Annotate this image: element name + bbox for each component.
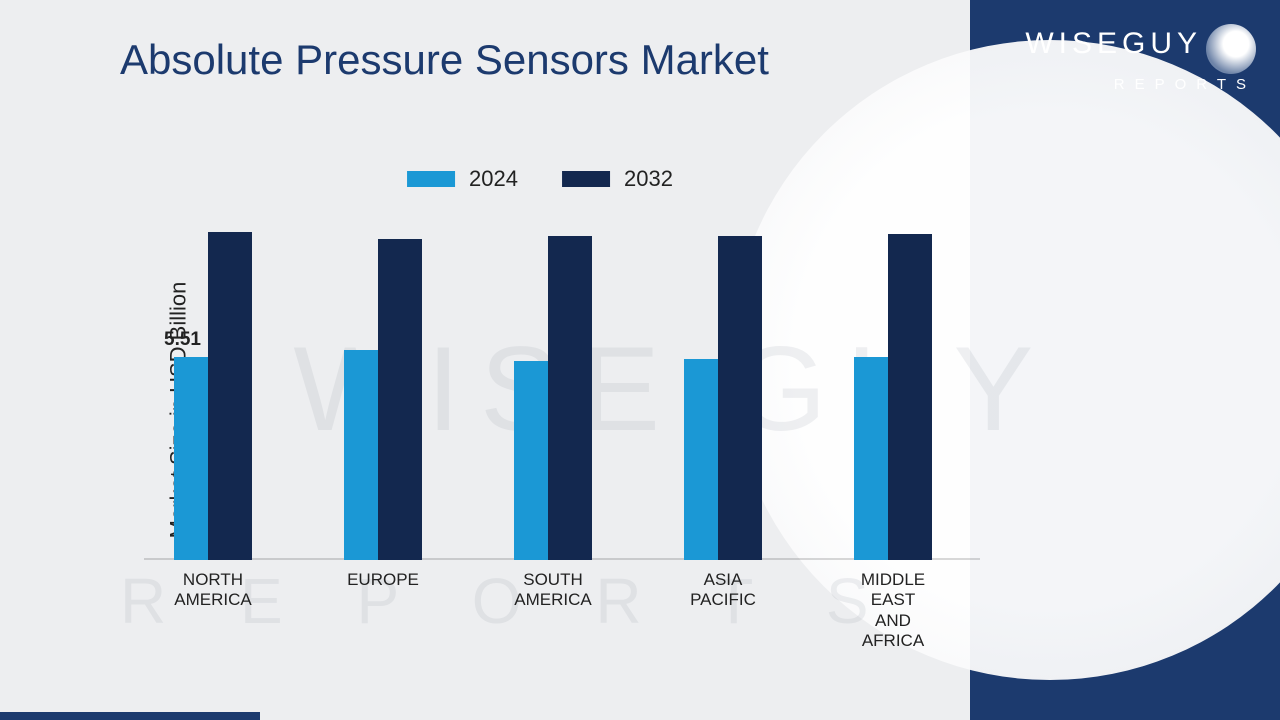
- legend: 2024 2032: [407, 166, 673, 192]
- bar-2032: [888, 234, 932, 560]
- bar-2032: [548, 236, 592, 560]
- brand-logo: WISEGUY REPORTS: [1025, 24, 1256, 93]
- legend-label-2032: 2032: [624, 166, 673, 192]
- chart-title: Absolute Pressure Sensors Market: [120, 36, 769, 84]
- page: WISEGUY REPORTS WISE GUY R E P O R T S A…: [0, 0, 1280, 720]
- brand-line1: WISEGUY: [1025, 27, 1202, 60]
- category-label: SOUTH AMERICA: [488, 570, 618, 611]
- bar-2032: [208, 232, 252, 560]
- bottom-accent-bar: [0, 712, 260, 720]
- legend-item-2024: 2024: [407, 166, 518, 192]
- chart-area: Market Size in USD Billion 2024 2032 NOR…: [100, 160, 980, 660]
- brand-head-icon: [1206, 24, 1256, 74]
- category-label: EUROPE: [318, 570, 448, 590]
- bar-2032: [718, 236, 762, 560]
- legend-swatch-2032: [562, 171, 610, 187]
- bar-2032: [378, 239, 422, 560]
- category-label: ASIA PACIFIC: [658, 570, 788, 611]
- category-label: NORTH AMERICA: [148, 570, 278, 611]
- legend-item-2032: 2032: [562, 166, 673, 192]
- plot-region: NORTH AMERICA5.51EUROPESOUTH AMERICAASIA…: [144, 210, 980, 560]
- legend-swatch-2024: [407, 171, 455, 187]
- brand-line2: REPORTS: [1025, 76, 1256, 93]
- data-label: 5.51: [164, 329, 201, 351]
- legend-label-2024: 2024: [469, 166, 518, 192]
- category-label: MIDDLE EAST AND AFRICA: [828, 570, 958, 652]
